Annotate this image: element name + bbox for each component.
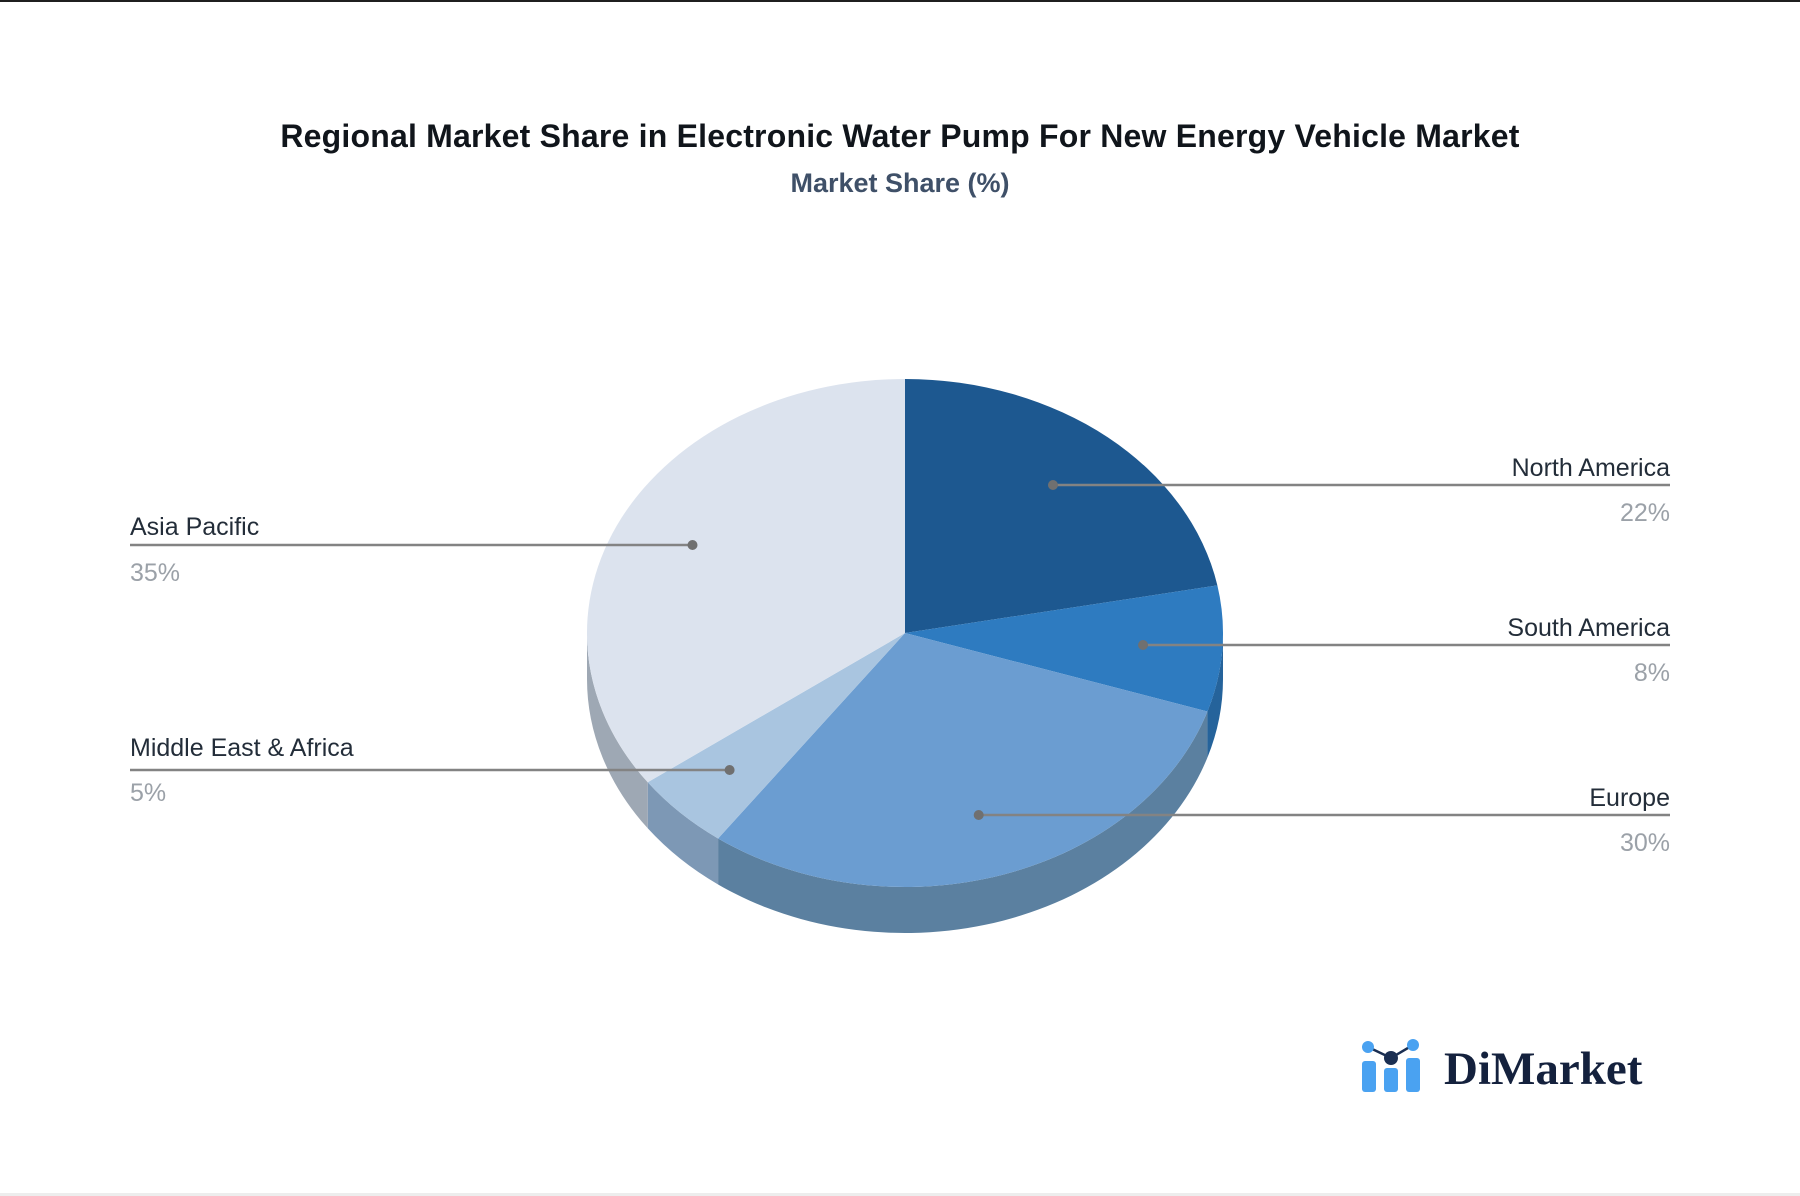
leader-dot-asia-pacific	[687, 540, 698, 550]
dimarket-logo-text: DiMarket	[1444, 1042, 1643, 1095]
slice-label-middle-east-africa: Middle East & Africa	[130, 734, 354, 762]
slice-value-middle-east-africa: 5%	[130, 779, 166, 807]
pie-slice-europe	[718, 633, 1208, 887]
slice-label-asia-pacific: Asia Pacific	[130, 513, 259, 541]
slice-value-europe: 30%	[1620, 829, 1670, 857]
leader-dot-middle-east-africa	[724, 765, 735, 775]
chart-title: Regional Market Share in Electronic Wate…	[280, 118, 1520, 154]
leader-dot-south-america	[1138, 640, 1149, 650]
slice-label-south-america: South America	[1507, 614, 1670, 642]
pie-slice-asia-pacific	[587, 379, 905, 783]
slice-value-south-america: 8%	[1634, 659, 1670, 687]
top-edge-line	[0, 0, 1800, 2]
dimarket-logo: DiMarket	[1358, 1035, 1642, 1099]
leader-dot-north-america	[1047, 480, 1058, 490]
pie-slice-north-america	[905, 379, 1218, 633]
bottom-edge-line	[0, 1193, 1800, 1196]
slice-value-asia-pacific: 35%	[130, 559, 180, 587]
leader-lines	[130, 480, 1670, 820]
pie-3d-sides	[587, 633, 1223, 933]
pie-slice-side-asia-pacific	[587, 633, 648, 829]
slice-label-europe: Europe	[1589, 784, 1670, 812]
slice-value-north-america: 22%	[1620, 499, 1670, 527]
slice-label-north-america: North America	[1512, 454, 1670, 482]
pie-slice-side-middle-east-africa	[647, 782, 719, 885]
pie-slice-south-america	[905, 585, 1223, 712]
pie-slices	[587, 379, 1223, 887]
pie-slice-side-south-america	[1207, 633, 1223, 758]
leader-dot-europe	[973, 810, 984, 820]
pie-slice-middle-east-africa	[647, 633, 905, 839]
chart-subtitle: Market Share (%)	[790, 168, 1010, 198]
pie-slice-side-europe	[718, 711, 1208, 933]
dimarket-logo-icon	[1362, 1039, 1420, 1092]
